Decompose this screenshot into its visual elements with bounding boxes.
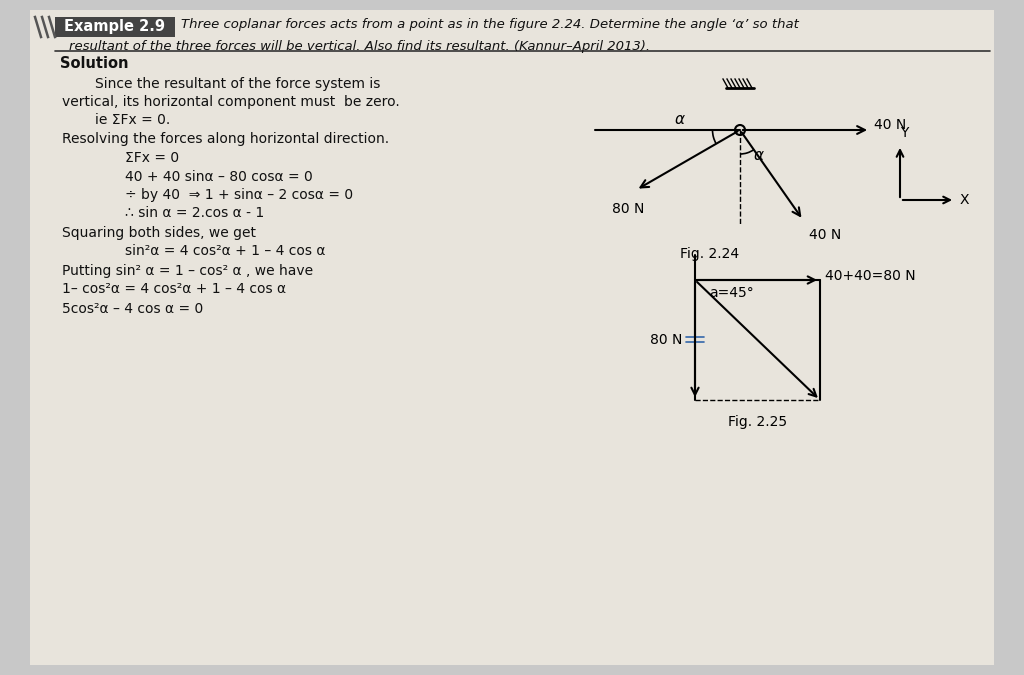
Text: Squaring both sides, we get: Squaring both sides, we get [62, 226, 256, 240]
Text: vertical, its horizontal component must  be zero.: vertical, its horizontal component must … [62, 95, 399, 109]
Text: 80 N: 80 N [650, 333, 682, 347]
Text: α: α [754, 148, 764, 163]
Text: Example 2.9: Example 2.9 [65, 20, 166, 34]
Text: 1– cos²α = 4 cos²α + 1 – 4 cos α: 1– cos²α = 4 cos²α + 1 – 4 cos α [62, 282, 286, 296]
Text: Fig. 2.24: Fig. 2.24 [680, 247, 739, 261]
Text: ie ΣFx = 0.: ie ΣFx = 0. [95, 113, 170, 127]
Text: 40 N: 40 N [874, 118, 906, 132]
Text: 40 + 40 sinα – 80 cosα = 0: 40 + 40 sinα – 80 cosα = 0 [125, 170, 312, 184]
Text: Resolving the forces along horizontal direction.: Resolving the forces along horizontal di… [62, 132, 389, 146]
Text: X: X [961, 193, 970, 207]
Text: a=45°: a=45° [709, 286, 754, 300]
Text: Putting sin² α = 1 – cos² α , we have: Putting sin² α = 1 – cos² α , we have [62, 264, 313, 278]
Text: Y: Y [900, 126, 908, 140]
Text: α: α [675, 113, 685, 128]
Text: ÷ by 40  ⇒ 1 + sinα – 2 cosα = 0: ÷ by 40 ⇒ 1 + sinα – 2 cosα = 0 [125, 188, 353, 202]
Text: 40+40=80 N: 40+40=80 N [825, 269, 915, 283]
Text: ΣFx = 0: ΣFx = 0 [125, 151, 179, 165]
Text: Fig. 2.25: Fig. 2.25 [728, 415, 787, 429]
Text: sin²α = 4 cos²α + 1 – 4 cos α: sin²α = 4 cos²α + 1 – 4 cos α [125, 244, 326, 258]
Bar [55, 17, 175, 37]
Text: Since the resultant of the force system is: Since the resultant of the force system … [95, 77, 380, 91]
Text: 40 N: 40 N [809, 228, 842, 242]
Text: resultant of the three forces will be vertical. Also find its resultant. (Kannur: resultant of the three forces will be ve… [69, 40, 650, 53]
Text: ∴ sin α = 2.cos α - 1: ∴ sin α = 2.cos α - 1 [125, 206, 264, 220]
Text: 5cos²α – 4 cos α = 0: 5cos²α – 4 cos α = 0 [62, 302, 203, 316]
Text: Solution: Solution [60, 56, 128, 71]
Text: 80 N: 80 N [612, 202, 644, 216]
Text: Three coplanar forces acts from a point as in the figure 2.24. Determine the ang: Three coplanar forces acts from a point … [181, 18, 799, 31]
